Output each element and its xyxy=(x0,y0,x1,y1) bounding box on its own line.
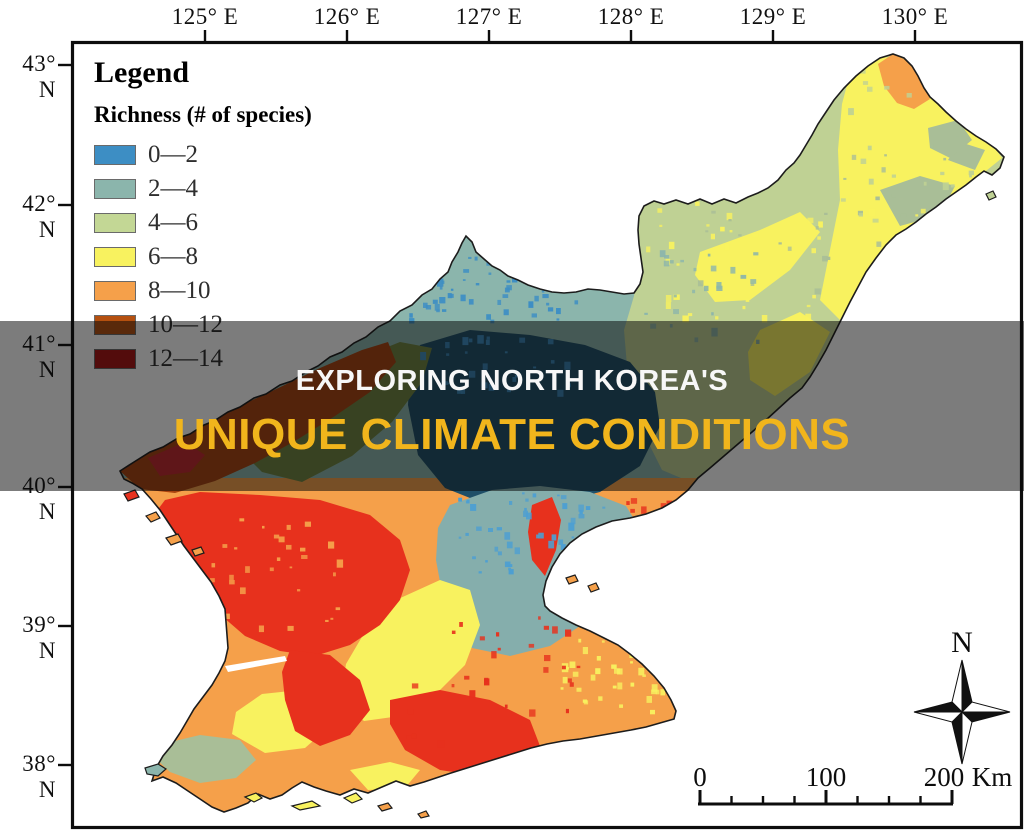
scale-label-200: 200 xyxy=(924,762,965,792)
scale-unit-label: Km xyxy=(972,762,1013,792)
legend-item-label: 0—2 xyxy=(148,141,198,168)
x-axis-tick-label: 126° E xyxy=(313,4,381,29)
legend-title: Legend xyxy=(94,56,190,89)
y-axis-tick-label: 42° N xyxy=(22,191,56,242)
legend-item: 8—10 xyxy=(94,274,312,308)
compass-rose xyxy=(913,659,1011,765)
legend-swatch xyxy=(94,145,136,165)
y-axis-tick-label: 39° N xyxy=(22,612,56,663)
legend-item-label: 4—6 xyxy=(148,209,198,236)
legend-subtitle: Richness (# of species) xyxy=(94,102,312,127)
compass-north-label: N xyxy=(951,626,973,659)
islands xyxy=(123,190,997,819)
y-axis-tick-label: 38° N xyxy=(22,751,56,802)
x-axis-tick-label: 125° E xyxy=(171,4,239,29)
legend-swatch xyxy=(94,247,136,267)
y-axis-tick-label: 43° N xyxy=(22,51,56,102)
legend-swatch xyxy=(94,281,136,301)
legend-item-label: 6—8 xyxy=(148,243,198,270)
x-axis-tick-label: 127° E xyxy=(455,4,523,29)
banner-title-line2: UNIQUE CLIMATE CONDITIONS xyxy=(173,410,851,459)
x-axis-tick-label: 129° E xyxy=(739,4,807,29)
legend-item-label: 2—4 xyxy=(148,175,198,202)
legend-item-label: 8—10 xyxy=(148,277,211,304)
legend-item: 4—6 xyxy=(94,206,312,240)
legend-swatch xyxy=(94,179,136,199)
x-axis-tick-label: 130° E xyxy=(881,4,949,29)
banner-title-line1: EXPLORING NORTH KOREA'S xyxy=(295,365,729,397)
title-banner: EXPLORING NORTH KOREA'S UNIQUE CLIMATE C… xyxy=(0,321,1024,491)
scale-label-100: 100 xyxy=(806,762,847,792)
x-axis-tick-label: 128° E xyxy=(597,4,665,29)
scale-label-0: 0 xyxy=(693,762,707,792)
legend-item: 2—4 xyxy=(94,172,312,206)
legend-item: 0—2 xyxy=(94,138,312,172)
legend: Legend Richness (# of species) 0—2 2—4 4—6… xyxy=(94,56,312,376)
scale-bar xyxy=(698,790,954,806)
legend-swatch xyxy=(94,213,136,233)
legend-item: 6—8 xyxy=(94,240,312,274)
